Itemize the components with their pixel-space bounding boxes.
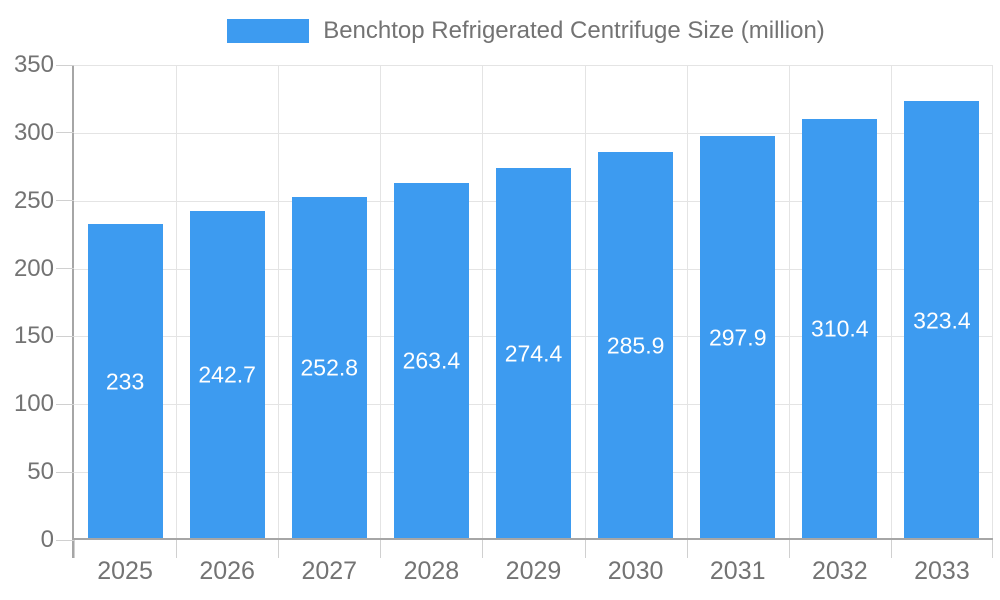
v-gridline xyxy=(380,65,381,540)
x-axis-tick xyxy=(278,540,279,558)
bar-value-label: 297.9 xyxy=(708,324,767,351)
y-axis-tick xyxy=(56,403,74,405)
bar-value-label: 263.4 xyxy=(402,347,461,374)
bar-value-label: 285.9 xyxy=(606,332,665,359)
v-gridline xyxy=(278,65,279,540)
x-axis-tick-label-2032: 2032 xyxy=(812,557,868,585)
y-axis-tick xyxy=(56,539,74,541)
x-axis-tick-label-2026: 2026 xyxy=(199,557,255,585)
bar-value-label: 233 xyxy=(105,368,145,395)
bar-2026[interactable]: 242.7 xyxy=(189,210,265,540)
x-axis-tick-label-2025: 2025 xyxy=(97,557,153,585)
x-axis-tick-label-2031: 2031 xyxy=(709,557,766,585)
bar-value-label: 242.7 xyxy=(198,361,256,388)
bar-2030[interactable]: 285.9 xyxy=(598,152,674,540)
x-axis-line xyxy=(74,538,993,540)
bar-value-label: 252.8 xyxy=(300,354,359,381)
y-axis-tick xyxy=(56,132,74,134)
y-axis-tick xyxy=(56,335,74,337)
legend-item[interactable]: Benchtop Refrigerated Centrifuge Size (m… xyxy=(227,17,825,45)
x-axis-tick xyxy=(380,540,381,558)
y-axis-tick xyxy=(56,64,74,66)
y-axis-tick xyxy=(56,200,74,202)
bar-2032[interactable]: 310.4 xyxy=(802,118,878,540)
bar-2028[interactable]: 263.4 xyxy=(393,182,469,540)
legend-label: Benchtop Refrigerated Centrifuge Size (m… xyxy=(323,17,825,44)
v-gridline xyxy=(891,65,892,540)
v-gridline xyxy=(585,65,586,540)
h-gridline xyxy=(74,65,993,66)
bar-value-label: 310.4 xyxy=(811,315,869,342)
plot-area: 233 242.7 252.8 263.4 274.4 285.9 297.9 310.4 32… xyxy=(74,65,993,540)
bar-value-label: 274.4 xyxy=(504,340,563,367)
y-axis-tick-label: 200 xyxy=(13,254,54,282)
bar-2025[interactable]: 233 xyxy=(87,223,163,540)
v-gridline xyxy=(789,65,790,540)
x-axis-tick xyxy=(585,540,586,558)
y-axis-tick xyxy=(56,471,74,473)
y-axis-line xyxy=(72,65,74,558)
y-axis-tick-label: 350 xyxy=(13,51,54,78)
legend: Benchtop Refrigerated Centrifuge Size (m… xyxy=(0,17,1000,45)
x-axis-tick-label-2028: 2028 xyxy=(403,557,460,585)
x-axis-tick xyxy=(789,540,790,558)
x-axis-tick xyxy=(687,540,688,558)
y-axis-tick-label: 250 xyxy=(13,186,54,214)
x-axis-tick-label-2027: 2027 xyxy=(301,557,358,585)
y-axis-tick-label: 50 xyxy=(27,458,54,486)
x-axis-tick xyxy=(482,540,483,558)
v-gridline xyxy=(176,65,177,540)
y-axis-tick-label: 0 xyxy=(40,526,54,553)
y-axis-tick-label: 100 xyxy=(13,390,54,418)
v-gridline xyxy=(992,65,993,540)
bar-2031[interactable]: 297.9 xyxy=(700,135,776,540)
x-axis-tick xyxy=(891,540,892,558)
legend-swatch xyxy=(227,19,310,43)
x-axis-tick xyxy=(992,540,993,558)
x-axis-tick-label-2033: 2033 xyxy=(914,557,970,585)
x-axis-tick-label-2029: 2029 xyxy=(505,557,562,585)
y-axis-tick-label: 150 xyxy=(13,322,54,350)
bar-2027[interactable]: 252.8 xyxy=(291,196,367,540)
bar-value-label: 323.4 xyxy=(913,307,971,334)
v-gridline xyxy=(687,65,688,540)
x-axis-tick xyxy=(74,540,75,558)
x-axis-tick-label-2030: 2030 xyxy=(607,557,664,585)
v-gridline xyxy=(482,65,483,540)
bar-2029[interactable]: 274.4 xyxy=(496,167,571,540)
bar-2033[interactable]: 323.4 xyxy=(904,101,980,540)
y-axis-tick-label: 300 xyxy=(13,118,54,146)
y-axis-tick xyxy=(56,268,74,270)
h-gridline xyxy=(74,132,993,134)
x-axis-tick xyxy=(176,540,177,558)
